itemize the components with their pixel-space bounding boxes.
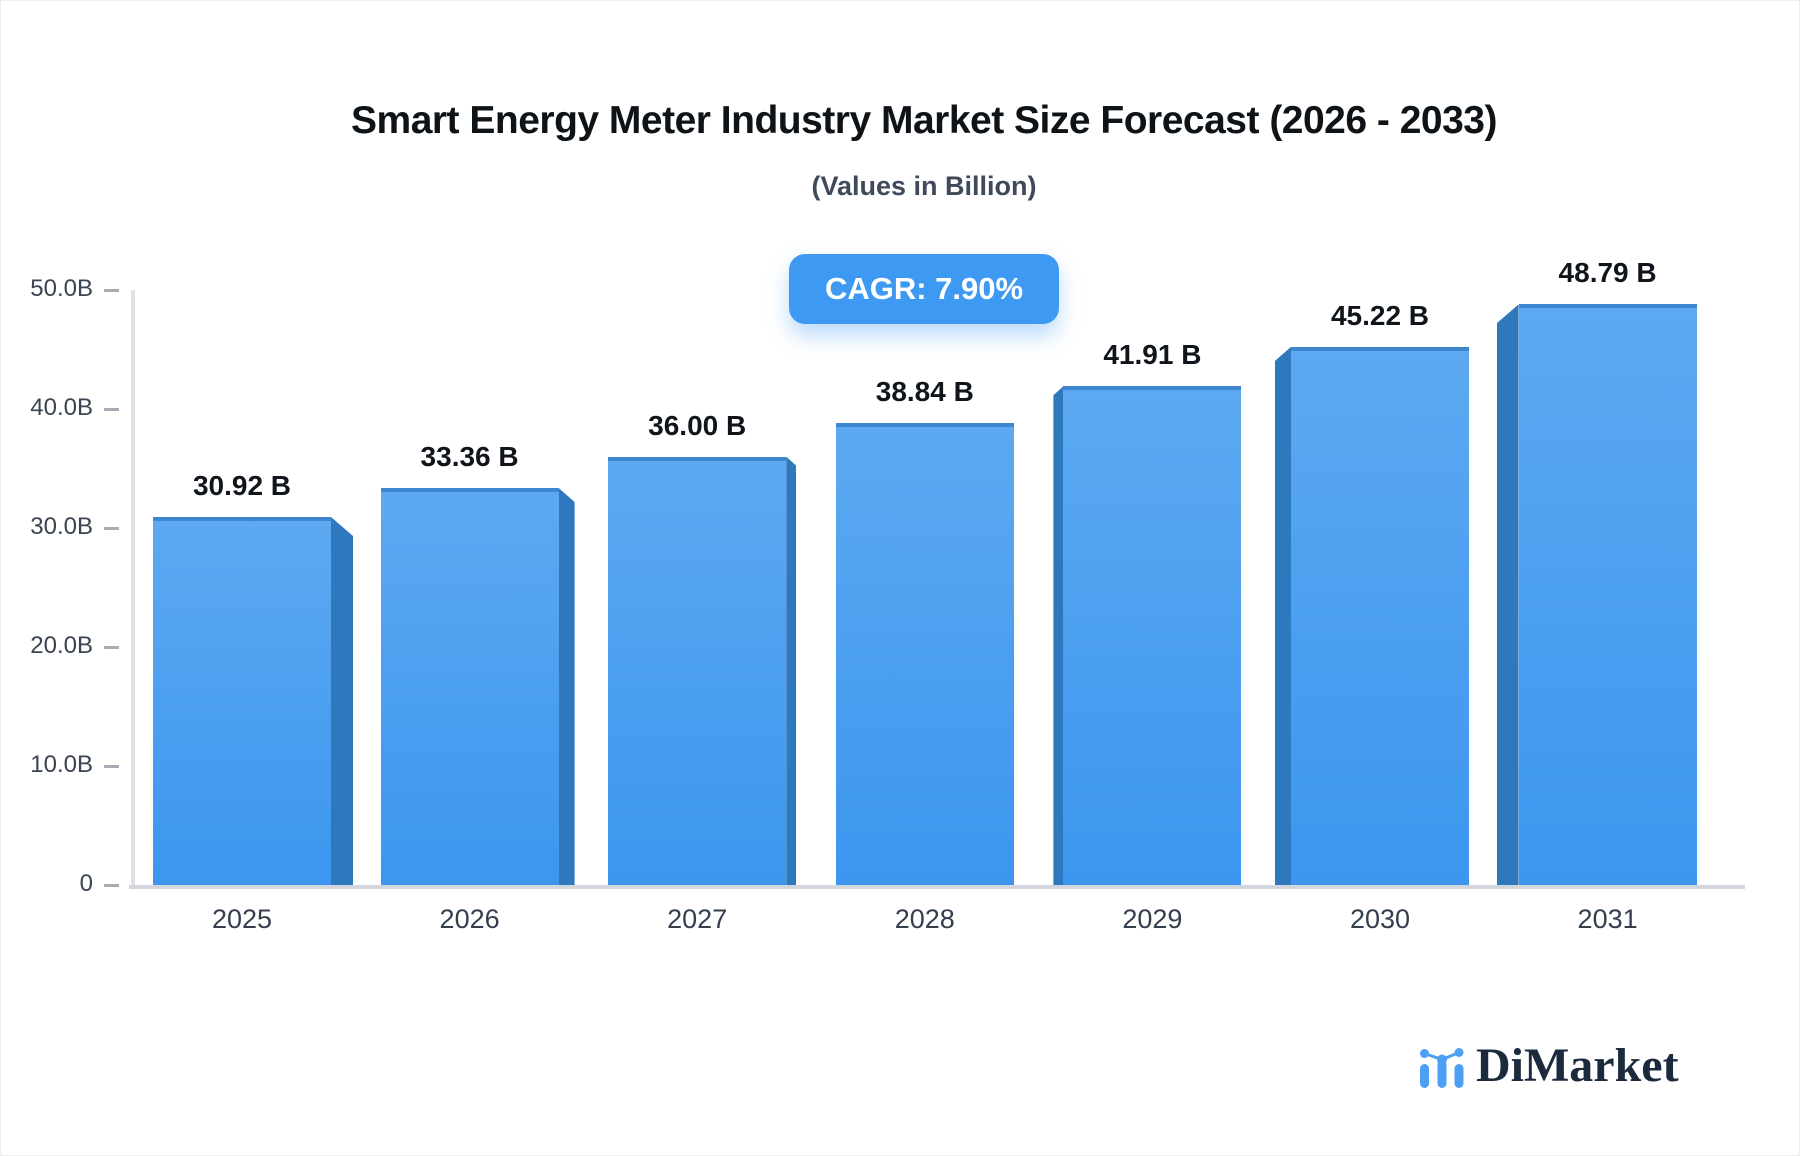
bar-3d-side-2031 — [1496, 304, 1519, 885]
dimarket-logo-text: DiMarket — [1476, 1039, 1679, 1093]
y-tick-label: 10.0B — [30, 751, 93, 778]
y-tick-label: 20.0B — [30, 632, 93, 659]
y-tick-dash — [104, 764, 119, 768]
cagr-badge: CAGR: 7.90% — [788, 254, 1060, 324]
bar-2029 — [1063, 386, 1242, 885]
x-tick-label-2029: 2029 — [1122, 904, 1183, 934]
bar-3d-side-2030 — [1275, 346, 1291, 885]
bar-3d-side-2029 — [1053, 386, 1064, 885]
y-axis-line — [131, 290, 135, 889]
bar-2025 — [153, 517, 331, 885]
page-title: Smart Energy Meter Industry Market Size … — [351, 99, 1497, 142]
x-tick-label-2026: 2026 — [439, 904, 500, 934]
dimarket-logo-icon — [1420, 1048, 1464, 1088]
bar-2027 — [608, 456, 787, 885]
x-tick-label-2027: 2027 — [667, 904, 728, 934]
y-tick-label: 40.0B — [30, 394, 93, 421]
bar-2028 — [835, 422, 1014, 885]
bar-value-label-2028: 38.84 B — [875, 375, 974, 407]
y-tick-dash — [104, 407, 119, 411]
bar-3d-side-2025 — [331, 517, 353, 885]
bar-value-label-2025: 30.92 B — [192, 470, 292, 502]
bar-value-label-2031: 48.79 B — [1558, 257, 1657, 289]
bar-3d-side-2027 — [786, 456, 797, 885]
y-tick-dash — [104, 526, 119, 530]
bar-value-label-2027: 36.00 B — [648, 409, 747, 441]
bar-2031 — [1518, 304, 1697, 885]
y-tick-dash — [104, 883, 119, 887]
y-tick-dash — [104, 645, 119, 649]
bar-2030 — [1291, 346, 1469, 885]
bar-value-label-2029: 41.91 B — [1103, 339, 1202, 371]
y-tick-dash — [104, 288, 119, 292]
cagr-badge-wrap: CAGR: 7.90% — [49, 254, 1799, 324]
y-tick-label: 0 — [79, 870, 93, 897]
x-tick-label-2030: 2030 — [1349, 904, 1411, 934]
dimarket-logo: DiMarket — [1419, 1039, 1679, 1093]
bar-value-label-2026: 33.36 B — [420, 441, 519, 473]
bar-3d-side-2026 — [558, 488, 575, 885]
bar-2026 — [380, 488, 559, 885]
y-tick-label: 50.0B — [30, 275, 93, 302]
x-tick-label-2025: 2025 — [211, 904, 273, 934]
x-tick-label-2028: 2028 — [894, 904, 955, 934]
chart-subtitle: (Values in Billion) — [811, 171, 1037, 201]
y-tick-label: 30.0B — [30, 513, 93, 540]
bar-value-label-2030: 45.22 B — [1330, 299, 1430, 331]
x-tick-label-2031: 2031 — [1577, 904, 1638, 934]
x-axis-baseline — [129, 885, 1745, 889]
